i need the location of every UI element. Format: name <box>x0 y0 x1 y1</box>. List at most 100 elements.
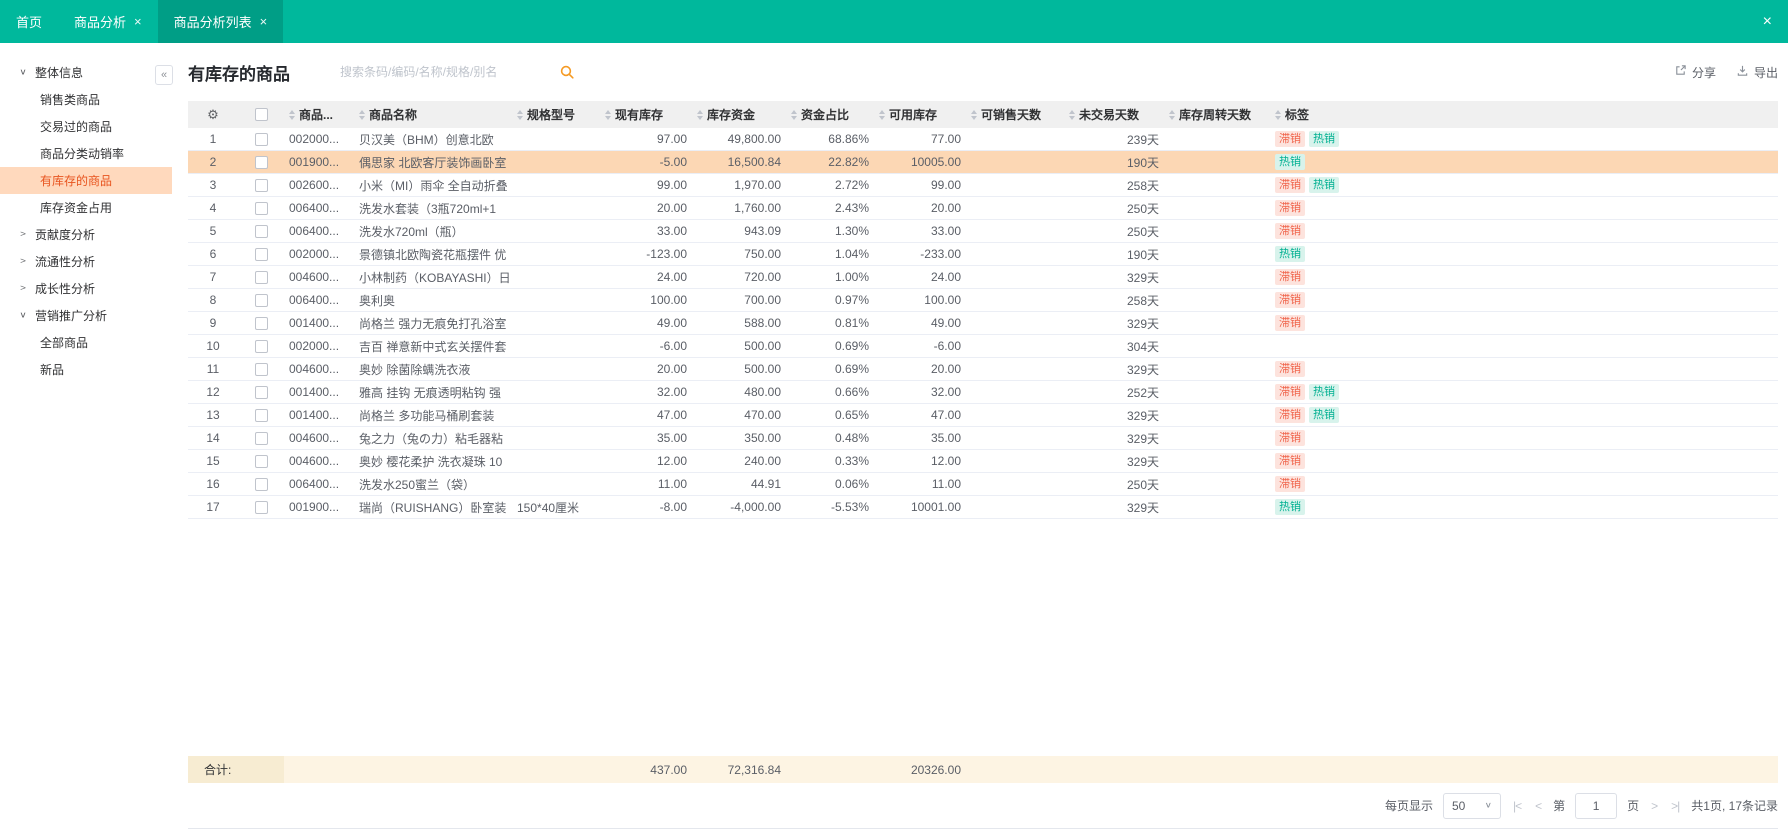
table-row[interactable]: 2 001900... 偶思家 北欧客厅装饰画卧室 -5.00 16,500.84 22.… <box>188 151 1778 174</box>
cell-stock: 12.00 <box>656 454 687 468</box>
sidebar-item[interactable]: 商品分类动销率 <box>0 140 172 167</box>
row-checkbox[interactable] <box>254 317 268 331</box>
row-checkbox[interactable] <box>254 133 268 147</box>
table-row[interactable]: 12 001400... 雅高 挂钩 无痕透明粘钩 强 32.00 480.00 0.66… <box>188 381 1778 404</box>
column-header-tags[interactable]: 标签 <box>1270 106 1380 123</box>
column-header-stock[interactable]: 现有库存 <box>600 106 692 123</box>
row-checkbox[interactable] <box>254 455 268 469</box>
row-checkbox[interactable] <box>254 409 268 423</box>
row-checkbox[interactable] <box>254 294 268 308</box>
column-label: 可销售天数 <box>981 108 1042 122</box>
sidebar-item[interactable]: 库存资金占用 <box>0 194 172 221</box>
search-input[interactable] <box>340 65 553 79</box>
cell-no_trade_days: 250天 <box>1126 224 1159 239</box>
sidebar-item[interactable]: > 流通性分析 <box>0 248 172 275</box>
row-index: 15 <box>206 454 220 468</box>
sidebar-collapse-button[interactable]: « <box>155 65 173 85</box>
table-row[interactable]: 8 006400... 奥利奥 100.00 700.00 0.97% 100.00 258天… <box>188 289 1778 312</box>
cell-ratio: 1.00% <box>834 270 869 284</box>
sort-down-icon <box>1069 115 1075 120</box>
last-page-button[interactable]: >| <box>1671 798 1680 813</box>
table-row[interactable]: 1 002000... 贝汉美（BHM）创意北欧 97.00 49,800.00 68.8… <box>188 128 1778 151</box>
page-number-input[interactable]: 1 <box>1575 792 1618 819</box>
table-row[interactable]: 16 006400... 洗发水250蜜兰（袋） 11.00 44.91 0.06% 11.… <box>188 473 1778 496</box>
sidebar-item[interactable]: > 成长性分析 <box>0 275 172 302</box>
sidebar-item[interactable]: 销售类商品 <box>0 86 172 113</box>
select-all-checkbox[interactable] <box>254 108 268 121</box>
column-header-spec[interactable]: 规格型号 <box>512 106 600 123</box>
cell-available: 77.00 <box>930 132 961 146</box>
cell-no_trade_days: 252天 <box>1126 385 1159 400</box>
close-icon[interactable]: × <box>1762 12 1772 30</box>
column-header-index[interactable]: ⚙ <box>188 107 238 123</box>
column-header-check[interactable] <box>238 108 284 121</box>
settings-icon[interactable]: ⚙ <box>207 106 219 122</box>
table-row[interactable]: 4 006400... 洗发水套装（3瓶720ml+1 20.00 1,760.00 2.… <box>188 197 1778 220</box>
row-checkbox-cell <box>238 201 284 216</box>
column-header-turnover_days[interactable]: 库存周转天数 <box>1164 106 1270 123</box>
sidebar-item[interactable]: 新品 <box>0 356 172 383</box>
tab-close-icon[interactable]: × <box>134 14 142 29</box>
table-row[interactable]: 10 002000... 吉百 禅意新中式玄关摆件套 -6.00 500.00 0.69%… <box>188 335 1778 358</box>
sort-up-icon <box>517 109 523 114</box>
column-header-code[interactable]: 商品... <box>284 106 354 123</box>
first-page-button[interactable]: |< <box>1512 798 1522 813</box>
row-checkbox[interactable] <box>254 363 268 377</box>
table-row[interactable]: 14 004600... 兔之力（兔の力）粘毛器粘 35.00 350.00 0.48% 3… <box>188 427 1778 450</box>
table-row[interactable]: 3 002600... 小米（MI）雨伞 全自动折叠 99.00 1,970.00 2.7… <box>188 174 1778 197</box>
row-checkbox[interactable] <box>254 156 268 170</box>
table-row[interactable]: 6 002000... 景德镇北欧陶瓷花瓶摆件 优 -123.00 750.00 1.04… <box>188 243 1778 266</box>
row-checkbox[interactable] <box>254 225 268 239</box>
column-header-no_trade_days[interactable]: 未交易天数 <box>1064 106 1164 123</box>
sidebar-item[interactable]: ∨ 营销推广分析 <box>0 302 172 329</box>
table-row[interactable]: 7 004600... 小林制药（KOBAYASHI）日 24.00 720.00 1.0… <box>188 266 1778 289</box>
prev-page-button[interactable]: < <box>1535 798 1542 813</box>
table-row[interactable]: 11 004600... 奥妙 除菌除螨洗衣液 20.00 500.00 0.69% 20.… <box>188 358 1778 381</box>
row-checkbox[interactable] <box>254 432 268 446</box>
tab[interactable]: 首页 <box>0 0 58 43</box>
table-row[interactable]: 15 004600... 奥妙 樱花柔护 洗衣凝珠 10 12.00 240.00 0.3… <box>188 450 1778 473</box>
cell-available: 20.00 <box>930 362 961 376</box>
row-checkbox-cell <box>238 431 284 446</box>
share-button[interactable]: 分享 <box>1674 64 1716 81</box>
sidebar-item[interactable]: 全部商品 <box>0 329 172 356</box>
column-header-ratio[interactable]: 资金占比 <box>786 106 874 123</box>
sidebar-item[interactable]: ∨ 整体信息 <box>0 59 172 86</box>
row-checkbox[interactable] <box>254 478 268 492</box>
table-row[interactable]: 17 001900... 瑞尚（RUISHANG）卧室装 150*40厘米 -8.00 -… <box>188 496 1778 519</box>
row-checkbox[interactable] <box>254 248 268 262</box>
column-header-fund[interactable]: 库存资金 <box>692 106 786 123</box>
next-page-button[interactable]: > <box>1651 798 1658 813</box>
table-row[interactable]: 5 006400... 洗发水720ml（瓶） 33.00 943.09 1.30% 33.… <box>188 220 1778 243</box>
page-size-select[interactable]: 50 ∨ <box>1442 792 1501 819</box>
row-checkbox[interactable] <box>254 271 268 285</box>
sidebar-item[interactable]: 有库存的商品 <box>0 167 172 194</box>
tag-badge: 滞销 <box>1275 200 1305 216</box>
column-header-sellable_days[interactable]: 可销售天数 <box>966 106 1064 123</box>
sidebar-item[interactable]: > 贡献度分析 <box>0 221 172 248</box>
export-button[interactable]: 导出 <box>1736 64 1778 81</box>
tab[interactable]: 商品分析 × <box>58 0 158 43</box>
sort-up-icon <box>1275 109 1281 114</box>
cell-code: 002000... <box>289 247 340 261</box>
search-icon[interactable] <box>559 64 575 80</box>
column-header-available[interactable]: 可用库存 <box>874 106 966 123</box>
row-checkbox[interactable] <box>254 386 268 400</box>
row-checkbox-cell <box>238 362 284 377</box>
tab-close-icon[interactable]: × <box>259 14 268 29</box>
column-header-name[interactable]: 商品名称 <box>354 106 512 123</box>
content-spacer <box>188 519 1778 756</box>
cell-available: -6.00 <box>933 339 961 353</box>
cell-name: 奥妙 除菌除螨洗衣液 <box>359 362 471 377</box>
table-row[interactable]: 9 001400... 尚格兰 强力无痕免打孔浴室 49.00 588.00 0.81% 4… <box>188 312 1778 335</box>
cell-available: 49.00 <box>930 316 961 330</box>
tab[interactable]: 商品分析列表 × <box>157 0 284 43</box>
row-checkbox[interactable] <box>254 202 268 216</box>
table-row[interactable]: 13 001400... 尚格兰 多功能马桶刷套装 47.00 470.00 0.65% 4… <box>188 404 1778 427</box>
cell-tags: 热销 <box>1270 246 1380 262</box>
row-checkbox[interactable] <box>254 179 268 193</box>
row-checkbox[interactable] <box>254 501 268 515</box>
total-row: 合计: 437.00 72,316.84 20326.00 <box>188 756 1778 783</box>
row-checkbox[interactable] <box>254 340 268 354</box>
sidebar-item[interactable]: 交易过的商品 <box>0 113 172 140</box>
